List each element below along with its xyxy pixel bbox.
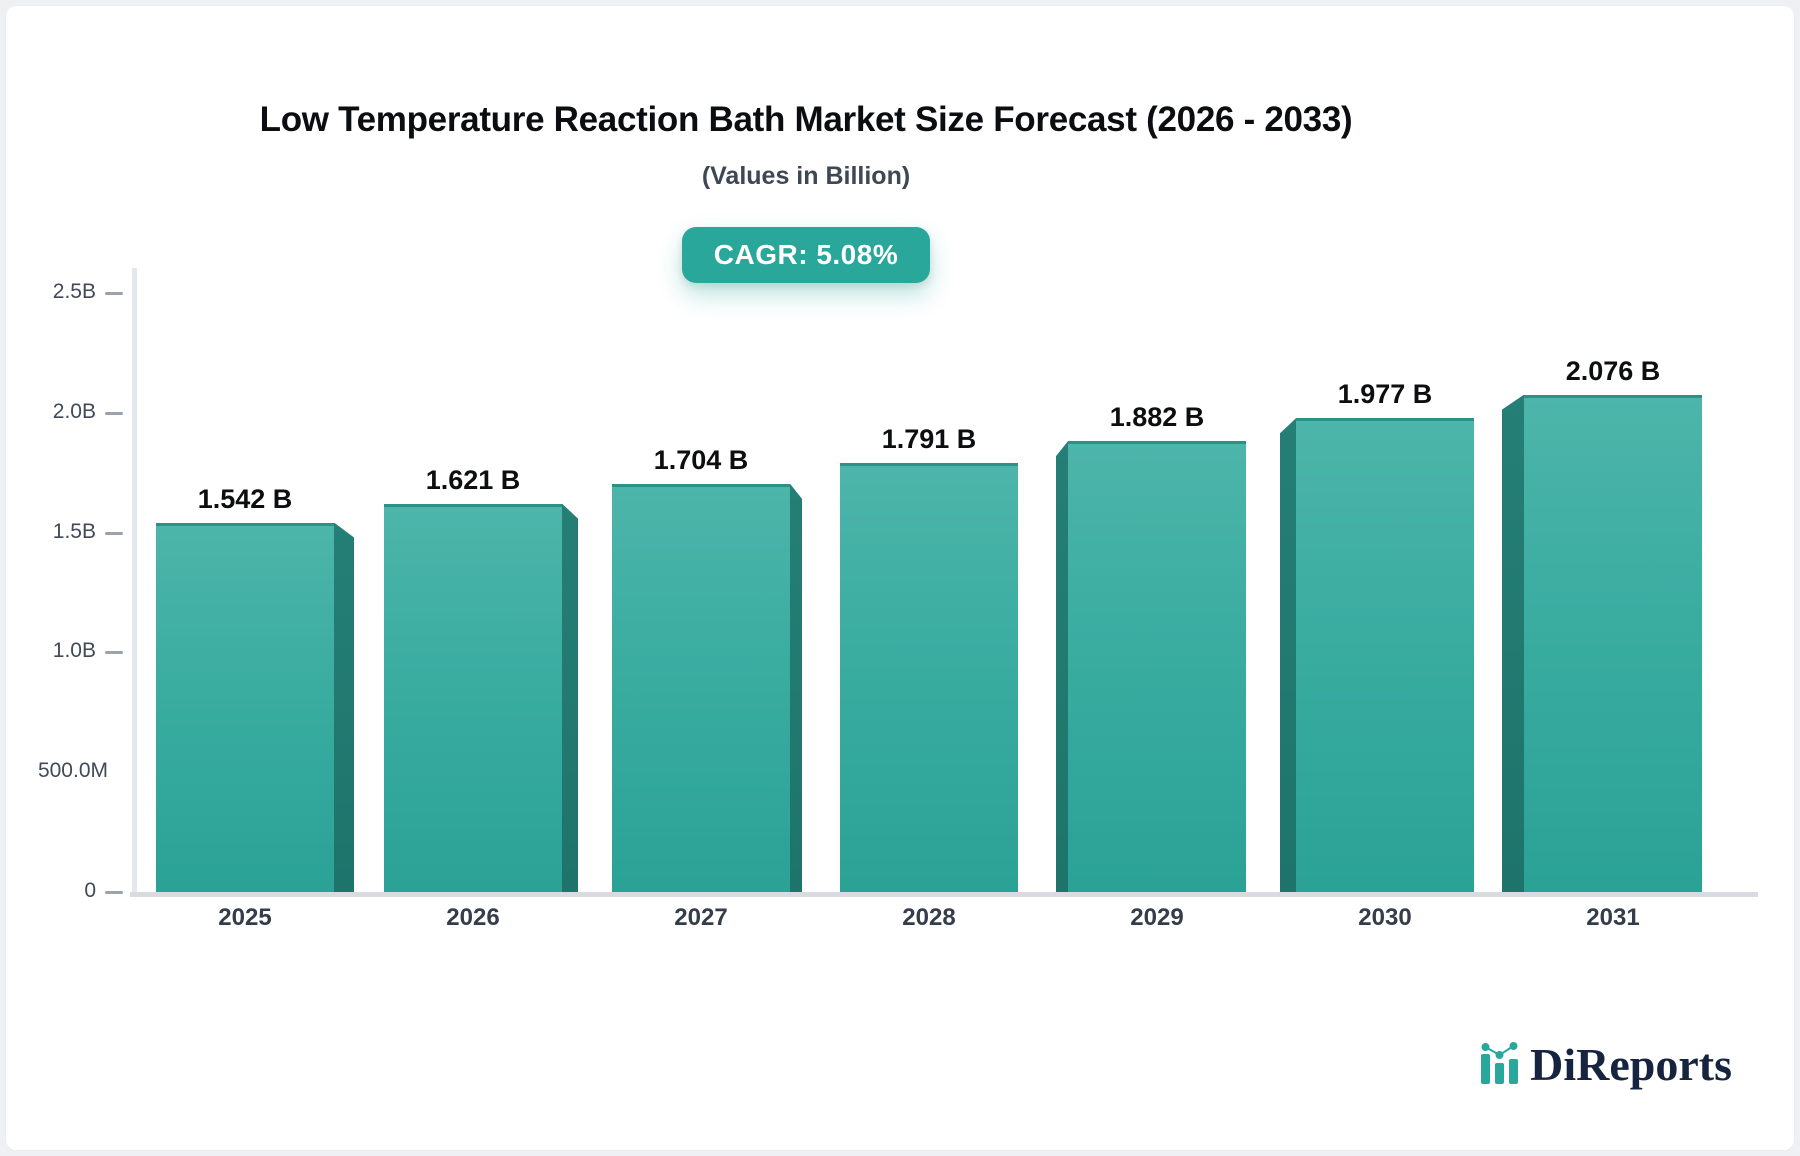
y-axis-label: 1.0B <box>52 639 96 663</box>
y-axis-line <box>132 268 137 897</box>
bar <box>156 522 334 892</box>
cagr-badge: CAGR: 5.08% <box>682 227 930 283</box>
bar-value-label: 1.704 B <box>653 444 749 475</box>
chart-subtitle: (Values in Billion) <box>701 162 911 190</box>
bar-value-label: 1.791 B <box>881 423 977 454</box>
logo-text: DiReports <box>1530 1039 1732 1090</box>
bar-value-label: 1.882 B <box>1109 402 1205 433</box>
x-axis-label: 2030 <box>1358 904 1412 931</box>
bar-value-label: 2.076 B <box>1565 355 1661 386</box>
bar <box>384 503 562 892</box>
x-axis-label: 2026 <box>446 904 500 931</box>
bar-3d-side <box>790 483 802 892</box>
y-axis-tick <box>105 891 123 894</box>
x-axis-label: 2029 <box>1130 904 1184 931</box>
bar <box>1068 441 1246 892</box>
y-axis-tick <box>105 531 123 535</box>
x-axis-label: 2028 <box>902 904 956 931</box>
bar-3d-side <box>334 522 354 892</box>
bar <box>1524 394 1702 892</box>
x-axis-label: 2027 <box>674 904 728 931</box>
x-axis-label: 2025 <box>218 904 272 931</box>
chart-stage: Low Temperature Reaction Bath Market Siz… <box>6 6 1794 1150</box>
bar-3d-side <box>562 503 578 892</box>
bar-3d-side <box>1056 441 1068 892</box>
y-axis-tick <box>105 651 123 655</box>
y-axis-tick <box>105 411 123 415</box>
x-axis-baseline <box>130 892 1758 897</box>
bar-chart-plot: 2.5B 2.0B 1.5B 1.0B 500.0M 0 1.542 B 2025 1.621 … <box>6 6 1794 1150</box>
direports-logo: DiReports <box>1478 1042 1732 1088</box>
bar <box>1296 418 1474 892</box>
y-axis-tick <box>105 292 123 295</box>
x-axis-label: 2031 <box>1586 904 1640 931</box>
bar-chart-logo-icon <box>1481 1042 1519 1084</box>
y-axis-label: 0 <box>84 879 96 902</box>
bar-value-label: 1.621 B <box>425 464 521 495</box>
bar <box>840 462 1018 892</box>
bar <box>612 483 790 892</box>
y-axis-label: 2.5B <box>52 280 96 303</box>
y-axis-label: 1.5B <box>52 519 96 543</box>
bar-3d-side <box>1502 394 1524 892</box>
bar-value-label: 1.542 B <box>197 483 293 514</box>
chart-card: Low Temperature Reaction Bath Market Siz… <box>6 6 1794 1150</box>
y-axis-label: 500.0M <box>37 759 108 783</box>
bar-3d-side <box>1280 418 1296 892</box>
chart-title: Low Temperature Reaction Bath Market Siz… <box>259 100 1353 139</box>
bar-value-label: 1.977 B <box>1337 379 1433 410</box>
y-axis-label: 2.0B <box>52 399 96 423</box>
